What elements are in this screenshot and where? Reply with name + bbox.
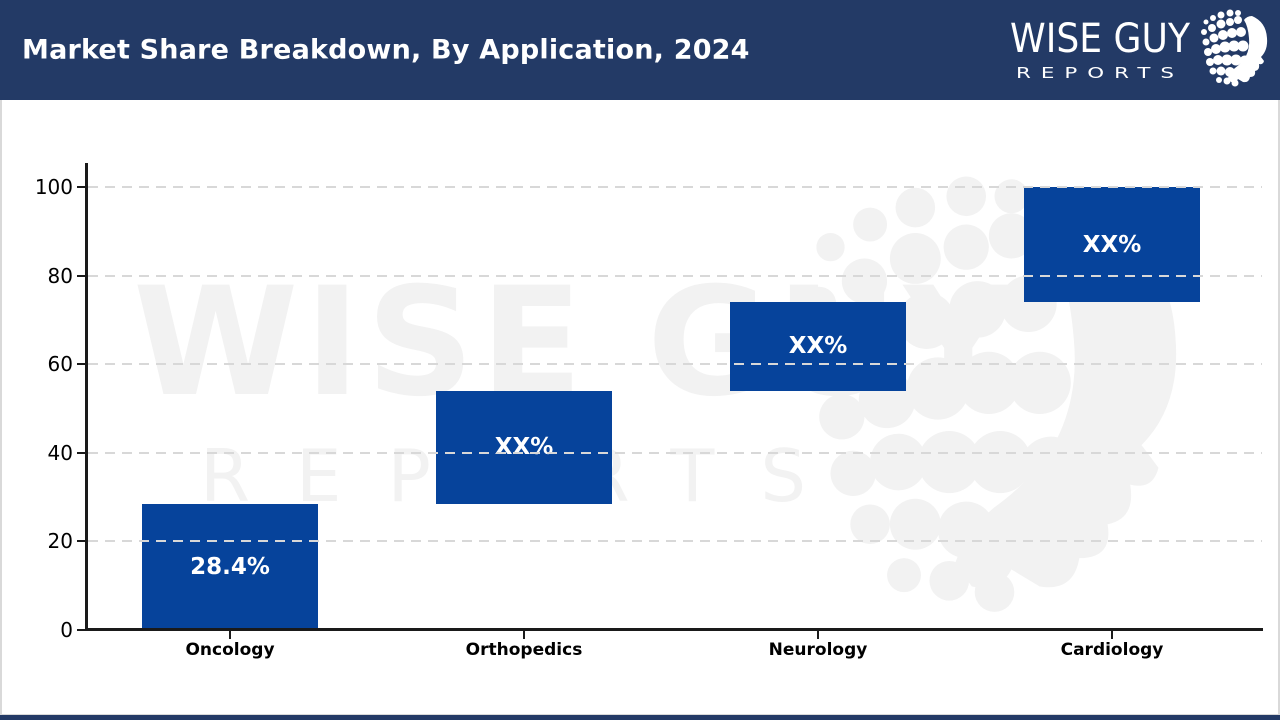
- y-tick-label-0: 0: [60, 618, 73, 642]
- x-category-label-oncology: Oncology: [185, 640, 275, 660]
- footer-bar: [0, 715, 1280, 720]
- y-tick-40: [77, 451, 85, 454]
- bar-value-label-oncology: 28.4%: [190, 554, 270, 581]
- y-tick-20: [77, 540, 85, 543]
- bar-orthopedics: XX%: [436, 390, 612, 505]
- bar-neurology: XX%: [730, 302, 906, 391]
- y-tick-0: [77, 629, 85, 631]
- bar-value-label-cardiology: XX%: [1082, 231, 1142, 258]
- y-tick-label-60: 60: [47, 352, 73, 377]
- gridline-80: [88, 274, 1262, 277]
- gridline-100: [88, 186, 1262, 188]
- y-axis-line: [85, 163, 88, 631]
- header-bar: Market Share Breakdown, By Application, …: [0, 0, 1280, 100]
- bar-value-label-neurology: XX%: [788, 333, 848, 360]
- bar-cardiology: XX%: [1024, 187, 1200, 303]
- x-tick-cardiology: [1111, 631, 1113, 639]
- y-tick-80: [77, 274, 85, 277]
- y-tick-label-80: 80: [47, 263, 73, 288]
- x-tick-oncology: [229, 631, 231, 639]
- gridline-60: [88, 363, 1262, 366]
- bar-value-label-orthopedics: XX%: [494, 434, 554, 461]
- y-tick-label-20: 20: [47, 529, 73, 554]
- gridline-40: [88, 451, 1262, 454]
- wise-guy-reports-logo: WISE GUY REPORTS: [1010, 9, 1268, 87]
- x-category-label-cardiology: Cardiology: [1060, 640, 1164, 660]
- x-category-label-neurology: Neurology: [768, 640, 868, 660]
- chart-title: Market Share Breakdown, By Application, …: [22, 34, 750, 66]
- x-axis-line: [85, 628, 1263, 631]
- y-tick-60: [77, 363, 85, 366]
- logo-reports-text: REPORTS: [1016, 64, 1184, 82]
- x-tick-neurology: [817, 631, 819, 639]
- y-tick-label-100: 100: [34, 175, 73, 199]
- bar-oncology: 28.4%: [142, 504, 318, 630]
- y-tick-label-40: 40: [47, 440, 73, 465]
- x-category-label-orthopedics: Orthopedics: [465, 640, 583, 660]
- x-tick-orthopedics: [523, 631, 525, 639]
- logo-wordmark: WISE GUY: [1010, 16, 1191, 62]
- gridline-20: [88, 540, 1262, 543]
- y-tick-100: [77, 186, 85, 188]
